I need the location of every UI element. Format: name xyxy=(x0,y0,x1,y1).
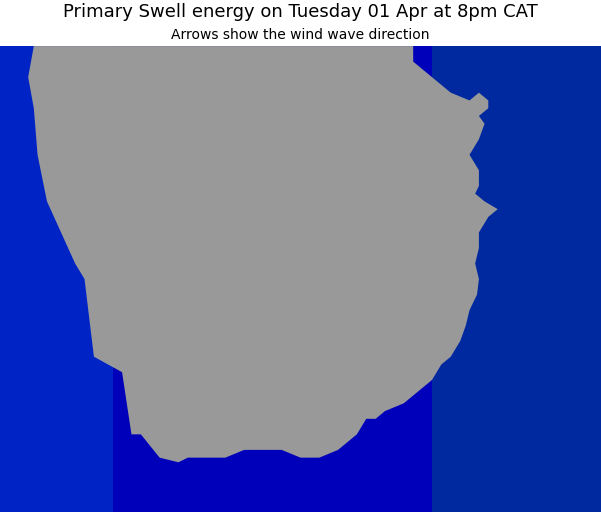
Text: Primary Swell energy on Tuesday 01 Apr at 8pm CAT: Primary Swell energy on Tuesday 01 Apr a… xyxy=(63,3,538,20)
Polygon shape xyxy=(0,46,601,512)
Polygon shape xyxy=(28,46,498,462)
Polygon shape xyxy=(0,46,113,512)
Text: Arrows show the wind wave direction: Arrows show the wind wave direction xyxy=(171,28,430,41)
Polygon shape xyxy=(432,46,601,512)
